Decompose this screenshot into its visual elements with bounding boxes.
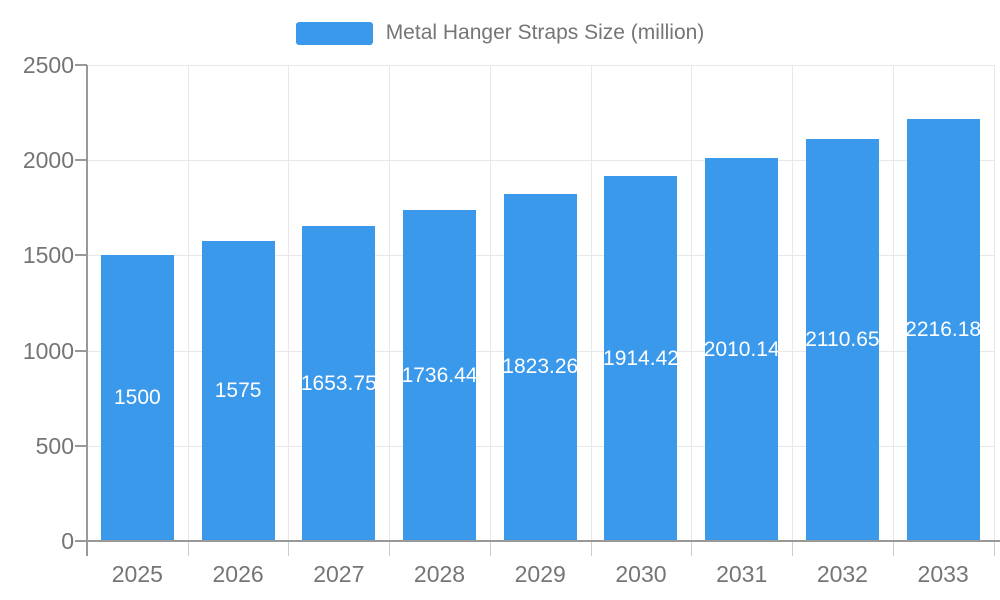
x-tick-5 — [590, 541, 592, 556]
x-tick-7 — [792, 541, 794, 556]
chart-legend[interactable]: Metal Hanger Straps Size (million) — [0, 19, 1000, 47]
bar-2028[interactable]: 1736.44 — [403, 210, 477, 541]
x-tick-9 — [993, 541, 995, 556]
bar-2031[interactable]: 2010.14 — [705, 158, 779, 541]
bar-2030[interactable]: 1914.42 — [604, 176, 678, 541]
x-axis-label-2033: 2033 — [917, 561, 969, 587]
x-axis-label-2032: 2032 — [816, 561, 868, 587]
v-gridline-1 — [187, 65, 189, 541]
bar-2027-text: 1653.75 — [302, 371, 376, 395]
bar-2025-text: 1500 — [114, 386, 161, 410]
y-axis-label-0: 0 — [61, 528, 74, 554]
v-gridline-3 — [389, 65, 391, 541]
x-tick-1 — [187, 541, 189, 556]
x-axis-label-2030: 2030 — [615, 561, 667, 587]
x-tick-8 — [892, 541, 894, 556]
x-tick-4 — [489, 541, 491, 556]
v-gridline-7 — [792, 65, 794, 541]
h-gridline-2000 — [87, 160, 994, 162]
v-gridline-5 — [590, 65, 592, 541]
h-gridline-2500 — [87, 65, 994, 66]
x-axis-label-2028: 2028 — [413, 561, 466, 587]
bar-2029[interactable]: 1823.26 — [503, 193, 577, 541]
y-tick-2000 — [75, 159, 87, 162]
x-axis-label-2031: 2031 — [716, 561, 768, 587]
v-gridline-4 — [489, 65, 491, 541]
x-tick-6 — [691, 541, 693, 556]
bar-2026-text: 1575 — [214, 379, 262, 403]
bar-2025[interactable]: 1500 — [100, 255, 174, 541]
x-tick-2 — [288, 541, 290, 556]
y-axis-label-2500: 2500 — [22, 52, 74, 78]
bar-2033[interactable]: 2216.18 — [906, 119, 980, 541]
y-axis-label-2000: 2000 — [22, 147, 74, 174]
y-axis-label-500: 500 — [35, 432, 74, 459]
bar-2028-text: 1736.44 — [403, 363, 477, 387]
y-axis-label-1000: 1000 — [22, 337, 74, 364]
bar-2026[interactable]: 1575 — [201, 241, 275, 541]
bar-2032[interactable]: 2110.65 — [805, 139, 879, 541]
x-tick-3 — [389, 541, 391, 556]
x-axis-label-2026: 2026 — [212, 561, 264, 587]
y-tick-1500 — [75, 254, 87, 257]
x-axis-label-2029: 2029 — [514, 561, 566, 587]
y-tick-500 — [75, 444, 87, 447]
y-tick-2500 — [75, 64, 87, 66]
bar-2030-text: 1914.42 — [604, 346, 678, 370]
v-gridline-8 — [892, 65, 894, 541]
bar-2029-text: 1823.26 — [503, 355, 577, 379]
bar-2032-text: 2110.65 — [805, 328, 879, 352]
y-axis-line — [86, 65, 88, 556]
legend-label: Metal Hanger Straps Size (million) — [385, 21, 705, 44]
bar-2031-text: 2010.14 — [705, 337, 779, 361]
x-axis-label-2027: 2027 — [313, 561, 365, 587]
y-tick-1000 — [75, 349, 87, 352]
x-axis-label-2025: 2025 — [111, 561, 163, 587]
v-gridline-9 — [993, 65, 995, 541]
v-gridline-2 — [288, 65, 290, 541]
v-gridline-6 — [691, 65, 693, 541]
bar-2033-text: 2216.18 — [906, 318, 980, 341]
y-axis-label-1500: 1500 — [22, 242, 74, 269]
bar-2027[interactable]: 1653.75 — [302, 226, 376, 541]
x-axis-line — [75, 540, 1000, 542]
legend-swatch — [295, 21, 373, 45]
